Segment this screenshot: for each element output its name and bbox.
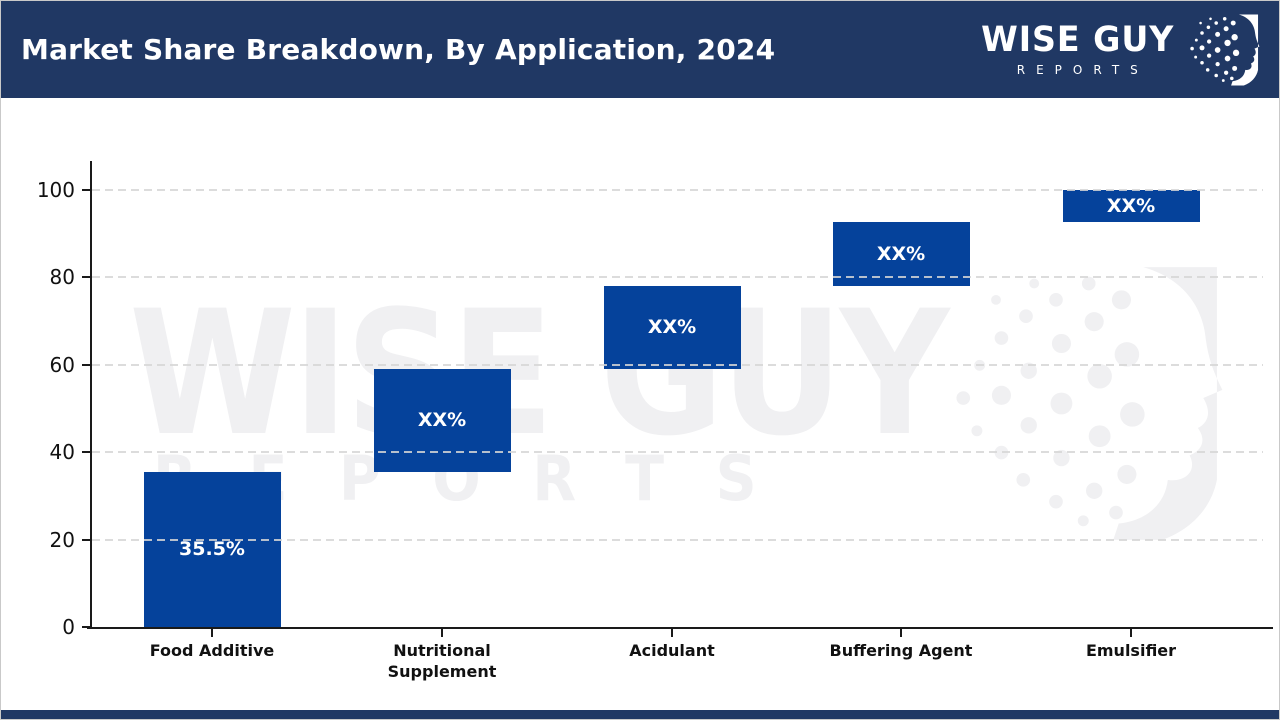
watermark-face-icon (956, 267, 1223, 540)
y-tick-label: 80 (49, 265, 75, 289)
x-tick-mark (1130, 629, 1132, 637)
y-tick-mark (82, 538, 90, 541)
gridline-y80 (92, 276, 1263, 278)
x-tick-mark (441, 629, 443, 637)
x-tick-label: Nutritional Supplement (387, 641, 497, 681)
y-tick-mark (82, 363, 90, 366)
x-axis-line (87, 627, 1273, 629)
wiseguy-logo: WISE GUY REPORTS (976, 12, 1263, 88)
bar-buffering-agent (832, 222, 970, 286)
y-tick-label: 40 (49, 440, 75, 464)
watermark-wiseguy-text: WISE GUY (129, 273, 949, 474)
gridline-y20 (92, 538, 1263, 541)
x-tick-label: Emulsifier (1085, 641, 1177, 660)
y-tick-mark (82, 188, 90, 191)
logo-wiseguy-label: WISE GUY (980, 20, 1174, 60)
x-tick-mark (900, 629, 902, 637)
y-tick-label: 0 (62, 615, 75, 639)
bar-value-label: XX% (417, 409, 467, 432)
x-tick-mark (671, 629, 673, 637)
y-tick-label: 100 (36, 177, 75, 202)
y-tick-mark (82, 626, 90, 628)
header-bar: Market Share Breakdown, By Application, … (1, 1, 1279, 98)
bar-nutritional-supplement (373, 368, 511, 472)
wiseguy-face-icon (1190, 14, 1260, 85)
footer-bar (1, 710, 1279, 719)
y-tick-label: 20 (49, 527, 75, 552)
y-tick-mark (82, 276, 90, 278)
bar-value-label: 35.5% (179, 538, 245, 561)
wiseguy-logo-text: WISE GUY REPORTS (976, 20, 1179, 77)
bar-acidulant (603, 285, 741, 369)
x-tick-label: Food Additive (149, 641, 275, 660)
bar-food-additive (143, 471, 281, 627)
x-tick-label: Acidulant (629, 641, 715, 660)
bar-emulsifier (1062, 189, 1200, 223)
bar-value-label: XX% (876, 243, 926, 266)
logo-reports-label: REPORTS (1016, 63, 1149, 77)
x-tick-mark (211, 629, 213, 637)
y-axis-line (90, 161, 92, 629)
y-tick-label: 60 (49, 352, 75, 377)
bar-value-label: XX% (647, 316, 697, 339)
gridline-y100 (92, 188, 1263, 191)
gridline-y60 (92, 363, 1263, 366)
bar-value-label: XX% (1106, 194, 1156, 217)
gridline-y40 (92, 451, 1263, 453)
x-tick-label: Buffering Agent (829, 641, 973, 660)
y-tick-mark (82, 451, 90, 453)
page-title: Market Share Breakdown, By Application, … (21, 33, 776, 66)
